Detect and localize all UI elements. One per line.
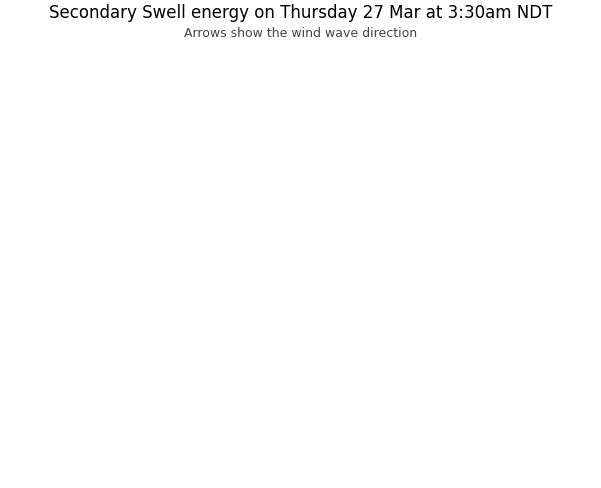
Text: Arrows show the wind wave direction: Arrows show the wind wave direction <box>184 27 417 40</box>
Text: Cartopy required: Cartopy required <box>242 260 359 273</box>
Text: Secondary Swell energy on Thursday 27 Mar at 3:30am NDT: Secondary Swell energy on Thursday 27 Ma… <box>49 3 552 21</box>
